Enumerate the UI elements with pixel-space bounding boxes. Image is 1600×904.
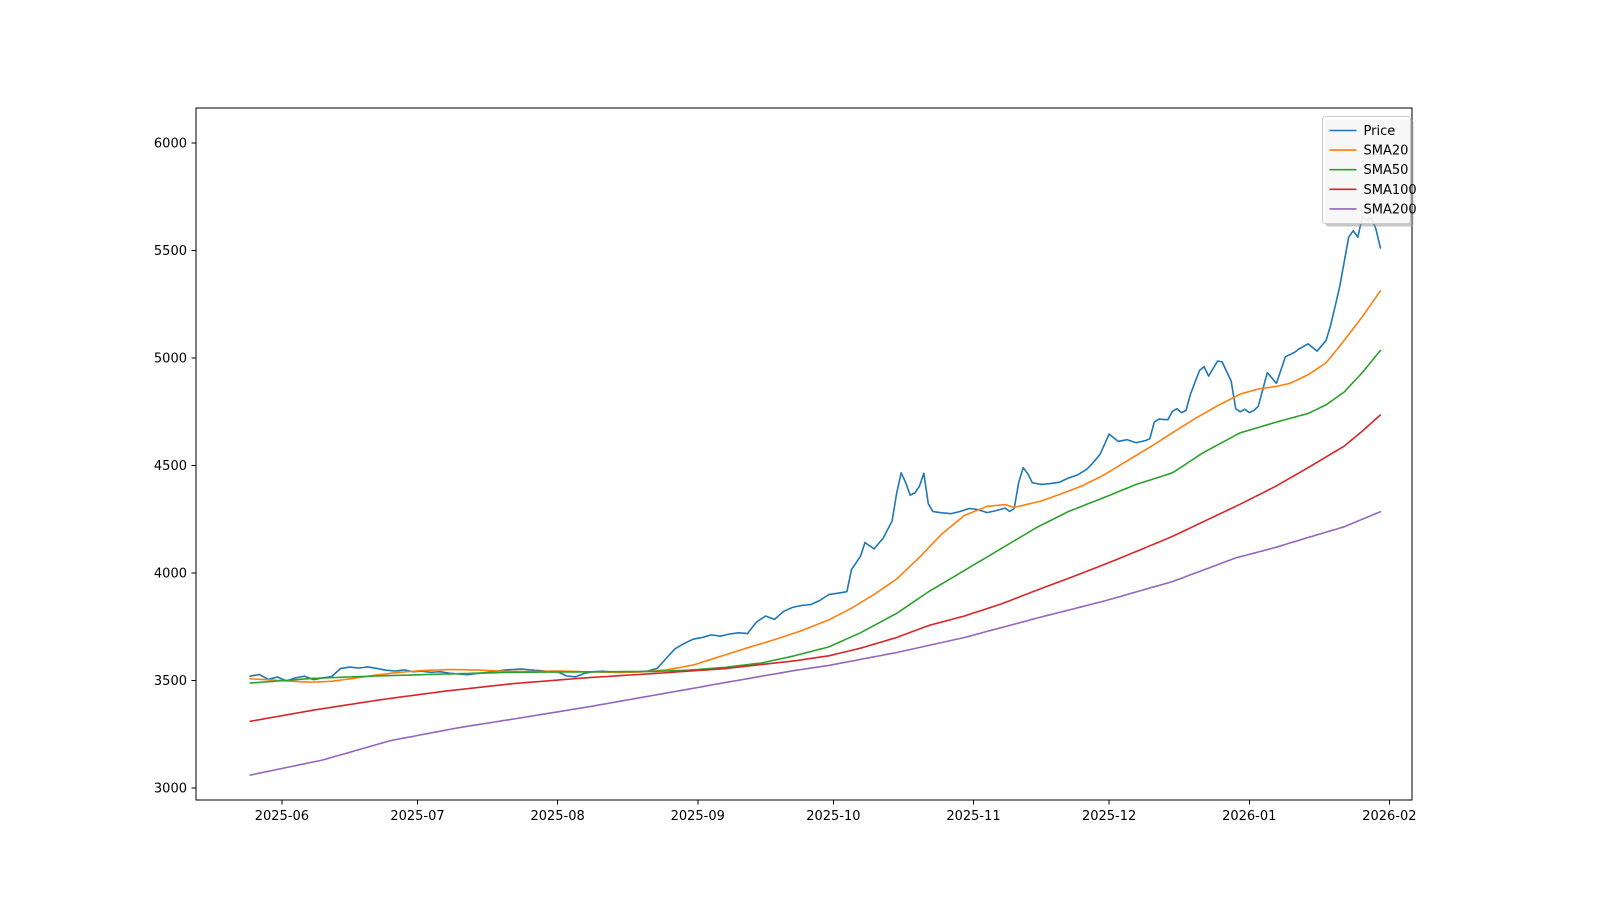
legend-label: SMA100 — [1364, 183, 1417, 198]
y-tick-label: 6000 — [154, 137, 187, 152]
x-tick-label: 2025-08 — [530, 809, 584, 824]
series-lines — [249, 216, 1382, 776]
x-tick-label: 2026-02 — [1362, 809, 1416, 824]
legend-label: SMA20 — [1364, 144, 1409, 159]
y-axis: 3000 3500 4000 4500 5000 5500 6000 — [154, 137, 196, 796]
y-tick-label: 5500 — [154, 244, 187, 259]
sma20-line — [249, 290, 1382, 684]
legend-label: SMA50 — [1364, 163, 1409, 178]
legend-box — [1322, 116, 1411, 224]
x-tick-label: 2025-06 — [255, 809, 309, 824]
legend-label: Price — [1364, 124, 1396, 139]
sma50-line — [249, 349, 1382, 684]
legend: Price SMA20 SMA50 SMA100 SMA200 — [1322, 116, 1417, 227]
y-tick-label: 3500 — [154, 674, 187, 689]
sma200-line — [249, 510, 1382, 776]
price-line — [249, 216, 1382, 682]
x-tick-label: 2025-12 — [1082, 809, 1136, 824]
plot-border — [195, 107, 1413, 801]
x-tick-label: 2025-09 — [671, 809, 725, 824]
legend-item: SMA20 — [1329, 144, 1409, 159]
plot-background — [196, 108, 1412, 800]
legend-item: Price — [1329, 124, 1396, 139]
x-tick-label: 2025-11 — [946, 809, 1000, 824]
legend-item: SMA200 — [1329, 202, 1417, 217]
x-tick-label: 2026-01 — [1222, 809, 1276, 824]
legend-item: SMA50 — [1329, 163, 1409, 178]
plot-area — [196, 108, 1412, 800]
sma100-line — [249, 414, 1382, 723]
legend-item: SMA100 — [1329, 183, 1417, 198]
x-tick-label: 2025-10 — [806, 809, 860, 824]
legend-label: SMA200 — [1364, 202, 1417, 217]
y-tick-label: 3000 — [154, 781, 187, 796]
x-axis: 2025-06 2025-07 2025-08 2025-09 2025-10 2025-… — [255, 800, 1417, 824]
y-tick-label: 4000 — [154, 566, 187, 581]
y-tick-label: 4500 — [154, 459, 187, 474]
plot-spines — [195, 107, 1413, 801]
y-tick-label: 5000 — [154, 352, 187, 367]
x-tick-label: 2025-07 — [390, 809, 444, 824]
